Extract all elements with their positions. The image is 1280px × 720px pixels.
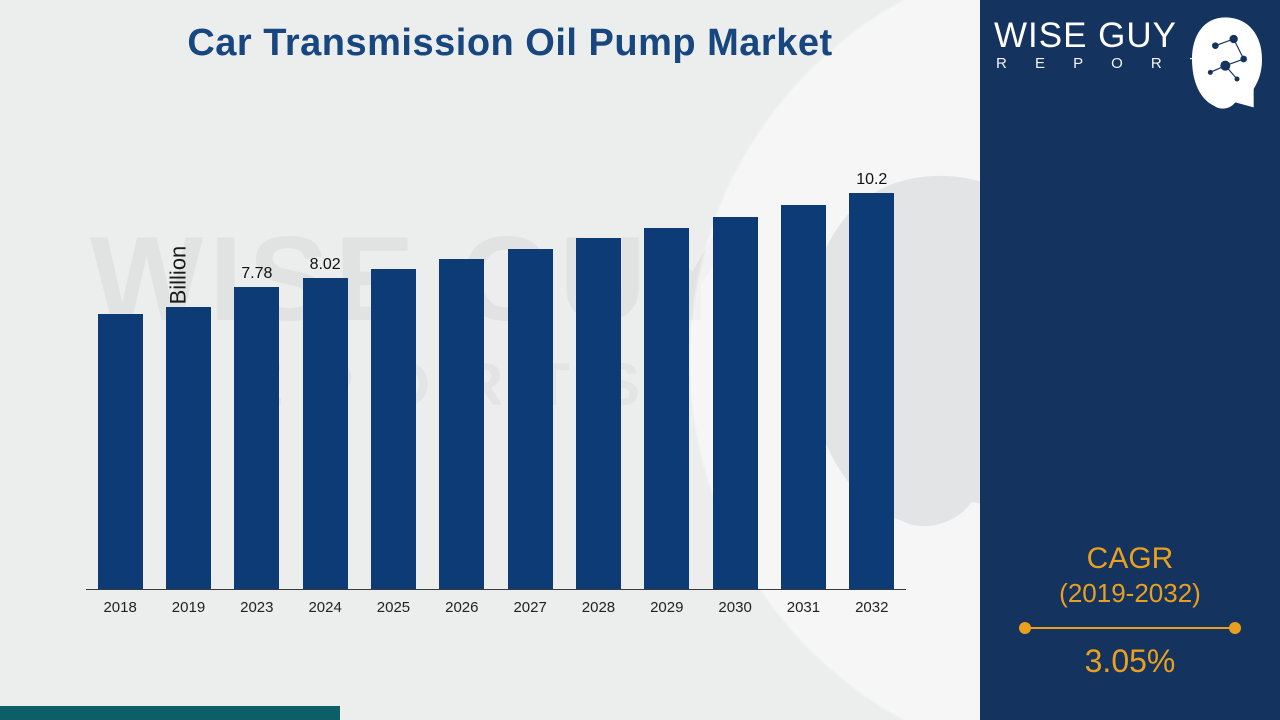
brand-head-icon [1182,14,1272,114]
x-tick-label: 2024 [291,599,359,616]
cagr-value: 3.05% [980,643,1280,680]
x-tick-label: 2019 [154,599,222,616]
bar-col [428,170,496,590]
side-panel: WISE GUY R E P O R T S CAGR (2019-2032) … [980,0,1280,720]
bar [371,269,416,590]
cagr-title: CAGR [980,542,1280,576]
x-tick-label: 2029 [633,599,701,616]
footer-accent-strip [0,706,340,720]
bar-value-label: 7.78 [241,265,272,283]
plot-area: 7.78 8.02 10.2 [86,170,906,590]
bar-col [154,170,222,590]
cagr-divider [1025,627,1235,629]
bar [644,228,689,590]
bar [98,314,143,590]
x-tick-label: 2030 [701,599,769,616]
bar-col [496,170,564,590]
x-tick-label: 2027 [496,599,564,616]
bar [439,259,484,590]
x-tick-label: 2028 [564,599,632,616]
x-axis-labels: 2018201920232024202520262027202820292030… [86,599,906,616]
x-tick-label: 2025 [359,599,427,616]
x-axis-line [86,589,906,590]
bar [508,249,553,590]
bar-col [86,170,154,590]
infographic-stage: WISE GUY REPORTS Car Transmission Oil Pu… [0,0,1280,720]
cagr-block: CAGR (2019-2032) 3.05% [980,542,1280,680]
bar-col: 8.02 [291,170,359,590]
cagr-range: (2019-2032) [980,578,1280,609]
bar-col: 7.78 [223,170,291,590]
x-tick-label: 2031 [769,599,837,616]
bar-col [633,170,701,590]
x-tick-label: 2026 [428,599,496,616]
bar-col [359,170,427,590]
bar-col [769,170,837,590]
bar-col [701,170,769,590]
bar [303,278,348,590]
bar [234,287,279,590]
bar [166,307,211,590]
bar [781,205,826,590]
x-tick-label: 2018 [86,599,154,616]
bar [576,238,621,590]
x-tick-label: 2023 [223,599,291,616]
bar-col: 10.2 [838,170,906,590]
chart-title: Car Transmission Oil Pump Market [60,22,960,65]
bar [849,193,894,590]
bar [713,217,758,590]
bar-col [564,170,632,590]
bar-value-label: 10.2 [856,171,887,189]
bar-value-label: 8.02 [310,256,341,274]
bar-chart: 7.788.0210.2 201820192023202420252026202… [86,170,906,590]
x-tick-label: 2032 [838,599,906,616]
bars-container: 7.78 8.02 10.2 [86,170,906,590]
